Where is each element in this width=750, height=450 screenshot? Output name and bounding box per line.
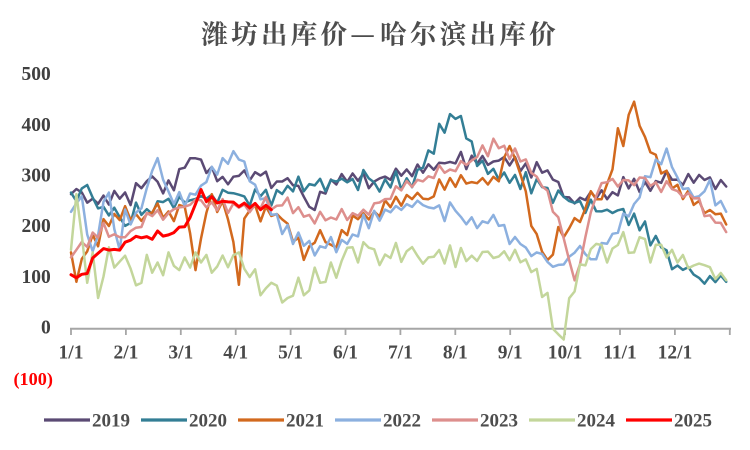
svg-text:8/1: 8/1 [443,343,468,364]
svg-text:500: 500 [22,64,51,85]
svg-text:300: 300 [22,166,51,187]
svg-text:5/1: 5/1 [278,343,303,364]
svg-text:2023: 2023 [480,411,518,432]
svg-text:0: 0 [41,318,51,339]
svg-text:400: 400 [22,115,51,136]
svg-text:6/1: 6/1 [333,343,358,364]
svg-text:2025: 2025 [674,411,712,432]
svg-text:12/1: 12/1 [658,343,693,364]
svg-text:2024: 2024 [577,411,616,432]
svg-text:100: 100 [22,267,51,288]
svg-text:7/1: 7/1 [388,343,413,364]
svg-text:3/1: 3/1 [168,343,193,364]
svg-text:4/1: 4/1 [223,343,248,364]
svg-text:2/1: 2/1 [113,343,138,364]
svg-text:2019: 2019 [92,411,130,432]
svg-text:10/1: 10/1 [548,343,583,364]
svg-text:(100): (100) [14,369,53,390]
svg-text:9/1: 9/1 [498,343,523,364]
svg-text:2022: 2022 [383,411,421,432]
svg-text:2021: 2021 [286,411,324,432]
svg-text:11/1: 11/1 [603,343,637,364]
svg-text:200: 200 [22,216,51,237]
svg-text:2020: 2020 [189,411,227,432]
svg-text:1/1: 1/1 [59,343,84,364]
